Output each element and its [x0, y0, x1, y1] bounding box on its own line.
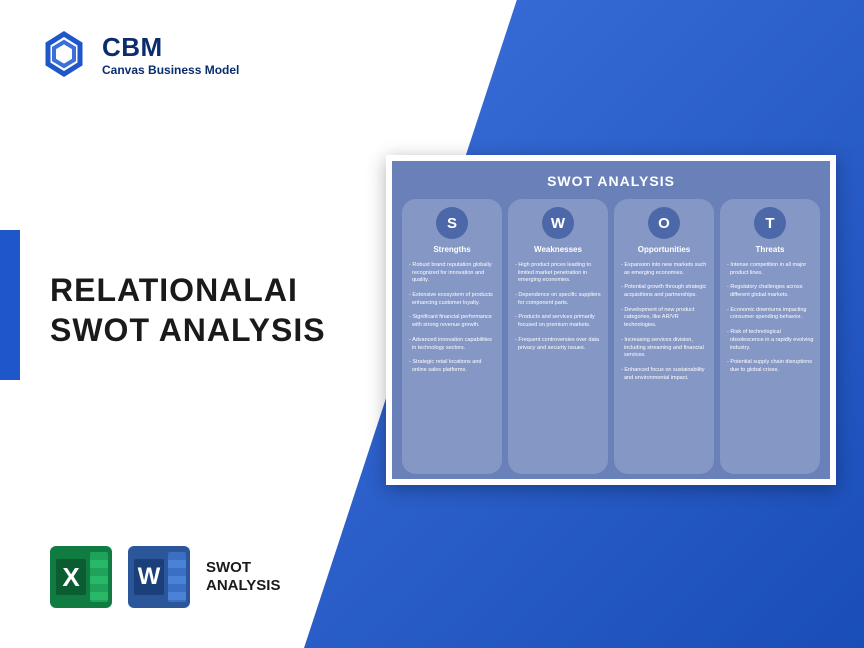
swot-item: Potential growth through strategic acqui…: [620, 284, 708, 299]
swot-item: Economic downturns impacting consumer sp…: [726, 307, 814, 322]
swot-card-title: SWOT ANALYSIS: [402, 173, 820, 189]
accent-bar: [0, 230, 20, 380]
swot-item: Intense competition in all major product…: [726, 262, 814, 277]
swot-item: Development of new product categories, l…: [620, 307, 708, 330]
swot-item: Strategic retail locations and online sa…: [408, 359, 496, 374]
swot-item: High product prices leading to limited m…: [514, 262, 602, 285]
swot-item: Expansion into new markets such as emerg…: [620, 262, 708, 277]
swot-circle: T: [754, 207, 786, 239]
swot-item: Potential supply chain disruptions due t…: [726, 359, 814, 374]
logo-area: CBM Canvas Business Model: [40, 30, 239, 78]
swot-item: Extensive ecosystem of products enhancin…: [408, 292, 496, 307]
format-label-line-2: ANALYSIS: [206, 577, 280, 595]
swot-items: High product prices leading to limited m…: [514, 262, 602, 359]
format-label: SWOT ANALYSIS: [206, 559, 280, 595]
swot-columns: S Strengths Robust brand reputation global…: [402, 199, 820, 474]
swot-item: Robust brand reputation globally recogni…: [408, 262, 496, 285]
swot-col-threats: T Threats Intense competition in all major…: [720, 199, 820, 474]
format-icons: SWOT ANALYSIS: [50, 546, 280, 608]
swot-circle: W: [542, 207, 574, 239]
swot-item: Products and services primarily focused …: [514, 314, 602, 329]
swot-items: Robust brand reputation globally recogni…: [408, 262, 496, 382]
swot-circle: S: [436, 207, 468, 239]
swot-col-opportunities: O Opportunities Expansion into new markets…: [614, 199, 714, 474]
logo-hexagon-icon: [40, 30, 88, 78]
swot-heading: Weaknesses: [534, 245, 582, 254]
title-line-2: SWOT ANALYSIS: [50, 310, 326, 350]
logo-text: CBM Canvas Business Model: [102, 32, 239, 77]
swot-item: Regulatory challenges across different g…: [726, 284, 814, 299]
word-icon: [128, 546, 190, 608]
main-title: RELATIONALAI SWOT ANALYSIS: [50, 270, 326, 350]
title-line-1: RELATIONALAI: [50, 270, 326, 310]
swot-item: Frequent controversies over data privacy…: [514, 337, 602, 352]
swot-heading: Strengths: [433, 245, 470, 254]
swot-circle: O: [648, 207, 680, 239]
brand-tagline: Canvas Business Model: [102, 63, 239, 77]
swot-card: SWOT ANALYSIS S Strengths Robust brand rep…: [386, 155, 836, 485]
swot-items: Intense competition in all major product…: [726, 262, 814, 382]
swot-item: Risk of technological obsolescence in a …: [726, 329, 814, 352]
swot-heading: Threats: [756, 245, 785, 254]
swot-item: Enhanced focus on sustainability and env…: [620, 367, 708, 382]
swot-item: Significant financial performance with s…: [408, 314, 496, 329]
swot-item: Advanced innovation capabilities in tech…: [408, 337, 496, 352]
swot-col-weaknesses: W Weaknesses High product prices leading t…: [508, 199, 608, 474]
swot-item: Dependence on specific suppliers for com…: [514, 292, 602, 307]
swot-item: Increasing services division, including …: [620, 337, 708, 360]
swot-heading: Opportunities: [638, 245, 690, 254]
brand-name: CBM: [102, 32, 239, 63]
swot-col-strengths: S Strengths Robust brand reputation global…: [402, 199, 502, 474]
format-label-line-1: SWOT: [206, 559, 280, 577]
swot-items: Expansion into new markets such as emerg…: [620, 262, 708, 389]
excel-icon: [50, 546, 112, 608]
